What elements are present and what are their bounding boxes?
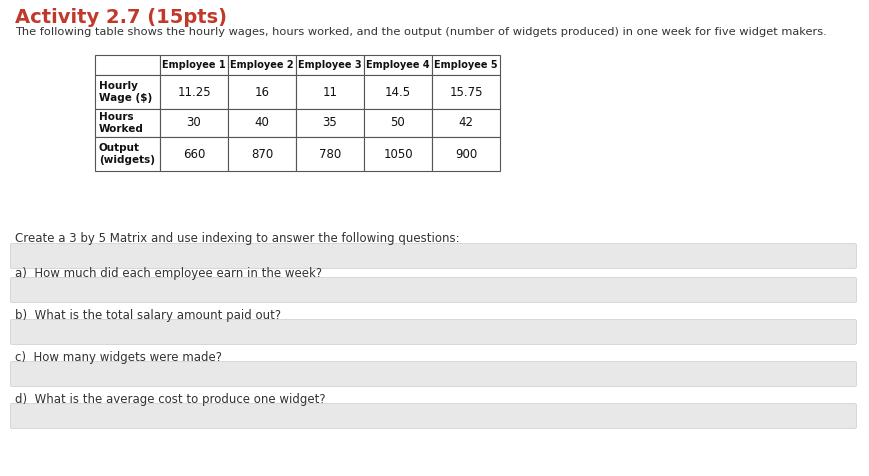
Text: Employee 1: Employee 1 <box>162 60 226 70</box>
Text: Hourly
Wage ($): Hourly Wage ($) <box>99 81 152 103</box>
Bar <box>228 109 295 137</box>
Text: 35: 35 <box>322 117 337 129</box>
Bar <box>363 55 432 75</box>
Bar <box>228 137 295 171</box>
Text: 16: 16 <box>255 86 269 99</box>
Bar <box>363 137 432 171</box>
Text: Hours
Worked: Hours Worked <box>99 112 143 134</box>
Bar <box>160 55 228 75</box>
Bar <box>228 55 295 75</box>
Text: Employee 5: Employee 5 <box>434 60 497 70</box>
Bar <box>363 109 432 137</box>
Bar <box>95 55 160 75</box>
Text: 900: 900 <box>454 148 476 160</box>
Bar <box>95 75 160 109</box>
Text: d)  What is the average cost to produce one widget?: d) What is the average cost to produce o… <box>15 393 325 406</box>
FancyBboxPatch shape <box>10 404 855 428</box>
FancyBboxPatch shape <box>10 319 855 345</box>
Text: 15.75: 15.75 <box>448 86 482 99</box>
Text: c)  How many widgets were made?: c) How many widgets were made? <box>15 351 222 364</box>
Bar <box>160 109 228 137</box>
Text: 660: 660 <box>182 148 205 160</box>
Text: Output
(widgets): Output (widgets) <box>99 143 155 165</box>
FancyBboxPatch shape <box>10 244 855 268</box>
Bar <box>432 137 500 171</box>
Bar <box>295 109 363 137</box>
Text: a)  How much did each employee earn in the week?: a) How much did each employee earn in th… <box>15 267 322 280</box>
Bar <box>295 137 363 171</box>
Bar <box>363 75 432 109</box>
Bar <box>160 75 228 109</box>
Text: The following table shows the hourly wages, hours worked, and the output (number: The following table shows the hourly wag… <box>15 27 826 37</box>
Text: 780: 780 <box>319 148 341 160</box>
Text: 11: 11 <box>322 86 337 99</box>
Bar <box>95 109 160 137</box>
Text: 1050: 1050 <box>382 148 412 160</box>
Text: Create a 3 by 5 Matrix and use indexing to answer the following questions:: Create a 3 by 5 Matrix and use indexing … <box>15 232 459 245</box>
Bar <box>95 137 160 171</box>
Text: 42: 42 <box>458 117 473 129</box>
FancyBboxPatch shape <box>10 361 855 387</box>
Text: Employee 3: Employee 3 <box>298 60 362 70</box>
Bar <box>432 109 500 137</box>
FancyBboxPatch shape <box>10 278 855 303</box>
Bar <box>228 75 295 109</box>
Text: 30: 30 <box>187 117 201 129</box>
Bar <box>295 75 363 109</box>
Bar <box>295 55 363 75</box>
Text: 50: 50 <box>390 117 405 129</box>
Bar <box>160 137 228 171</box>
Text: 11.25: 11.25 <box>177 86 210 99</box>
Text: 14.5: 14.5 <box>384 86 410 99</box>
Text: Employee 2: Employee 2 <box>230 60 294 70</box>
Text: Employee 4: Employee 4 <box>366 60 429 70</box>
Text: 40: 40 <box>255 117 269 129</box>
Text: b)  What is the total salary amount paid out?: b) What is the total salary amount paid … <box>15 309 281 322</box>
Text: Activity 2.7 (15pts): Activity 2.7 (15pts) <box>15 8 227 27</box>
Bar <box>432 55 500 75</box>
Text: 870: 870 <box>250 148 273 160</box>
Bar <box>432 75 500 109</box>
